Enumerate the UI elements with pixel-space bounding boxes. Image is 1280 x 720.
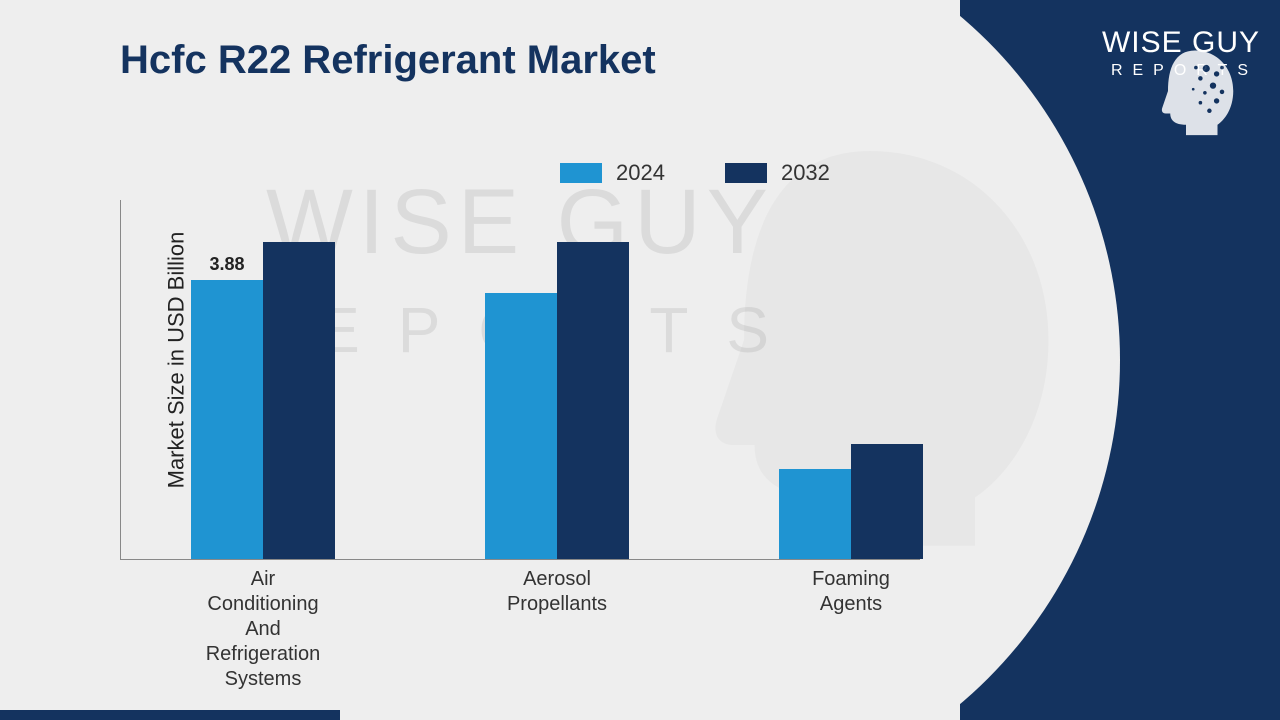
category-label: AerosolPropellants	[457, 567, 657, 617]
bar	[851, 444, 923, 559]
legend-label: 2024	[616, 160, 665, 186]
bar	[557, 242, 629, 559]
legend-item: 2024	[560, 160, 665, 186]
category-label: FoamingAgents	[751, 567, 951, 617]
legend-label: 2032	[781, 160, 830, 186]
legend-item: 2032	[725, 160, 830, 186]
category-label: AirConditioningAndRefrigerationSystems	[163, 567, 363, 692]
bottom-accent-bar	[0, 710, 340, 720]
legend: 2024 2032	[560, 160, 830, 186]
bar-group: FoamingAgents	[779, 444, 923, 559]
bar-value-label: 3.88	[209, 254, 244, 275]
legend-swatch	[725, 163, 767, 183]
bar-group: AerosolPropellants	[485, 242, 629, 559]
logo-head-icon	[1140, 46, 1250, 136]
bar: 3.88	[191, 280, 263, 559]
chart-canvas: WISE GUY REPORTS Hcfc R22 Refrigerant Ma…	[0, 0, 1280, 720]
bar	[485, 293, 557, 559]
bar	[263, 242, 335, 559]
legend-swatch	[560, 163, 602, 183]
bar	[779, 469, 851, 559]
bar-group: 3.88AirConditioningAndRefrigerationSyste…	[191, 242, 335, 559]
plot-area: 3.88AirConditioningAndRefrigerationSyste…	[120, 200, 920, 560]
brand-logo: WISE GUY REPORTS	[1102, 26, 1260, 80]
chart-title: Hcfc R22 Refrigerant Market	[120, 38, 656, 83]
